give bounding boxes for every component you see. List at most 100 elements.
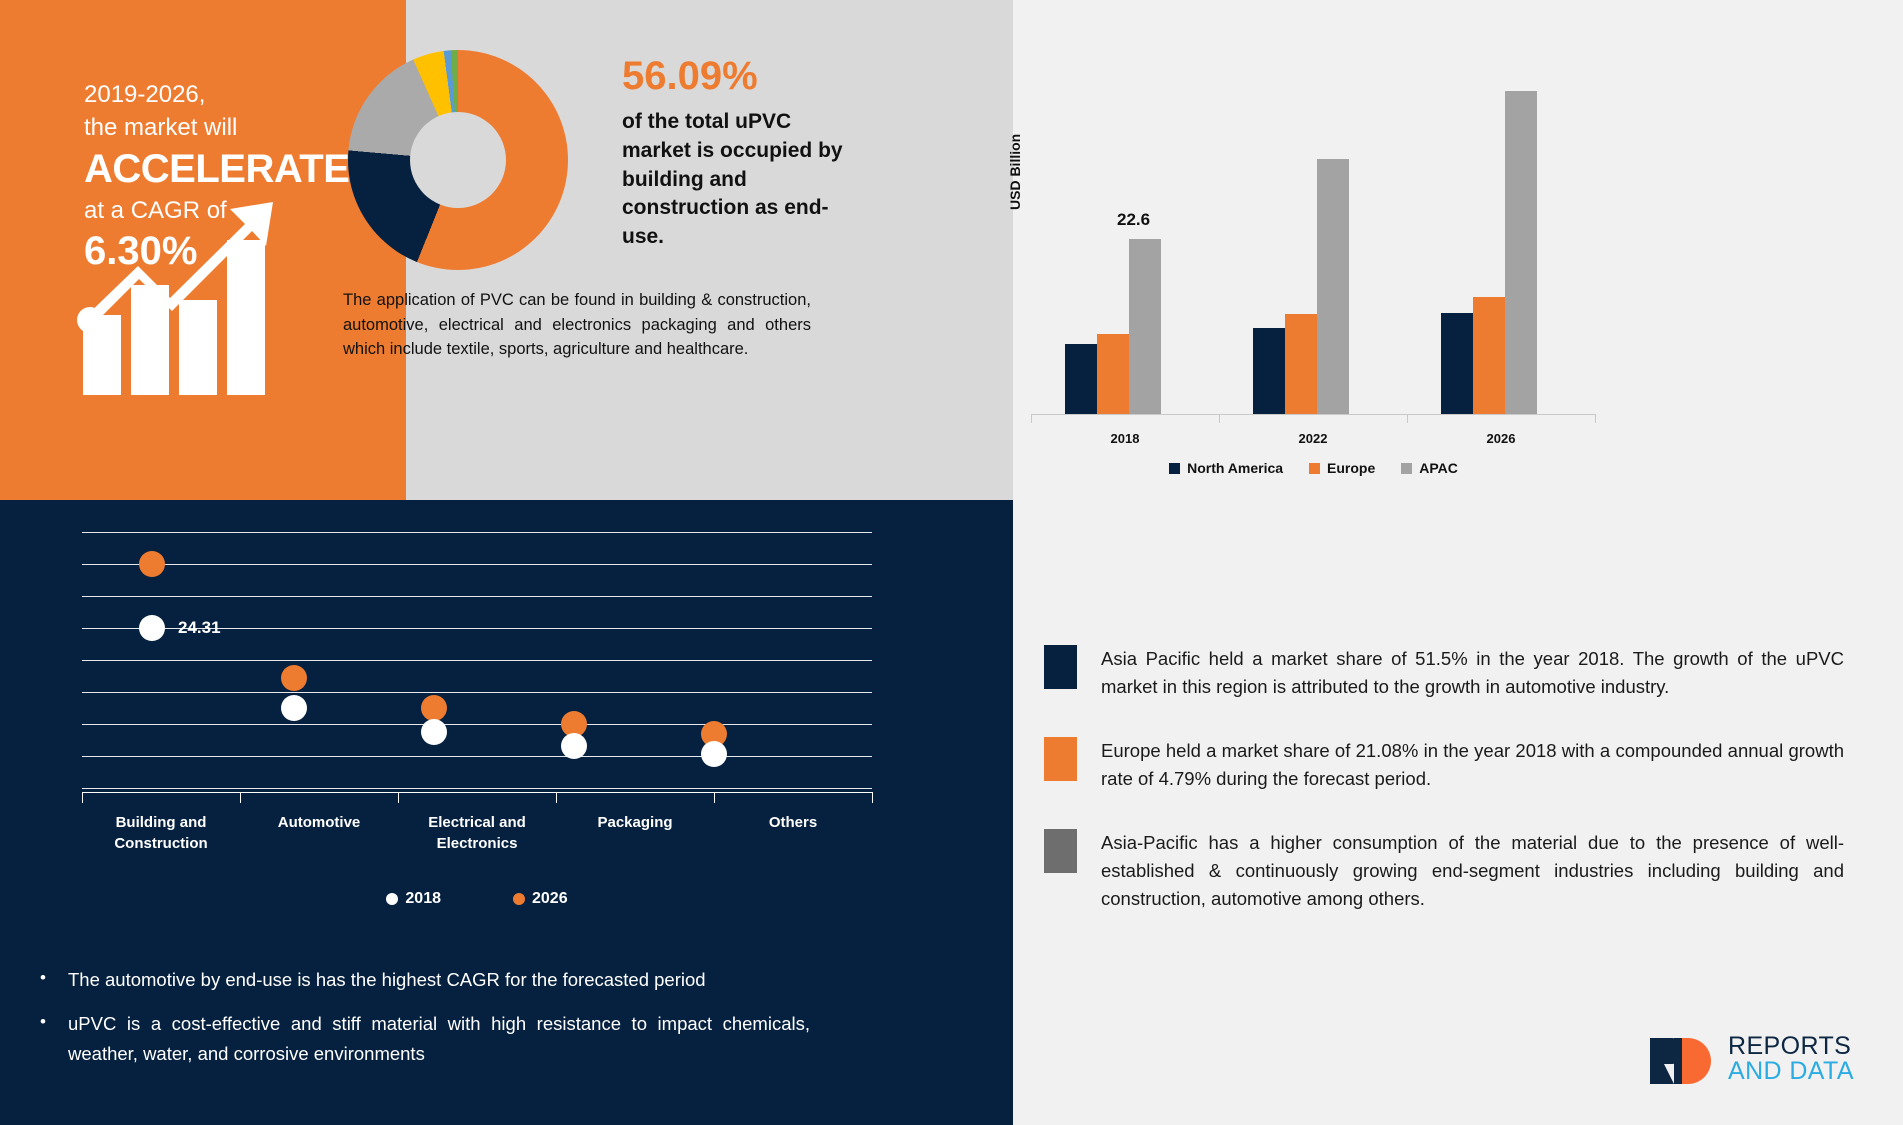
dot-legend-item-2026: 2026 [513,890,568,908]
dot-plot-gridline [82,724,872,725]
bar-group-2022 [1253,59,1349,414]
x-axis-tick [1031,414,1032,423]
dot-plot-gridline [82,564,872,565]
dot-plot-x-tick [556,792,557,803]
cagr-value: 6.30% [84,229,198,273]
bar-north-america-2022 [1253,328,1285,414]
right-panel [1013,0,1903,1125]
bar-apac-2022 [1317,159,1349,414]
note-text-europe-share: Europe held a market share of 21.08% in … [1101,740,1844,789]
dot-plot-x-tick [240,792,241,803]
dot-plot-x-tick [714,792,715,803]
bar-apac-2018 [1129,239,1161,414]
regional-bar-chart: USD Billion 22.6 [1007,59,1653,480]
note-asia-pacific-share: Asia Pacific held a market share of 51.5… [1044,645,1844,701]
bar-group-2018 [1065,59,1161,414]
dot-plot-gridline [82,532,872,533]
legend-label-north-america: North America [1187,460,1284,476]
key-takeaways-list: • The automotive by end-use is has the h… [40,965,810,1083]
growth-arrow-bar-icon [77,202,273,395]
bar-north-america-2026 [1441,313,1473,414]
bar-data-label-apac-2018: 22.6 [1117,210,1151,229]
dot-legend-swatch-2018 [386,893,399,905]
end-use-dot-plot: 24.31 [82,532,872,792]
x-axis-tick [1595,414,1596,423]
dot-2018-automotive [281,695,307,721]
legend-item-north-america: North America [1169,460,1283,476]
legend-swatch-europe [1309,462,1321,474]
cagr-text-block: 2019-2026, the market will ACCELERATE at… [84,78,350,275]
dot-plot-category-electrical-and-electronics: Electrical and Electronics [428,814,526,852]
cagr-panel: 2019-2026, the market will ACCELERATE at… [0,0,406,500]
bar-europe-2026 [1473,297,1505,414]
list-item: • The automotive by end-use is has the h… [40,965,810,995]
rd-monogram-icon [1650,1038,1711,1084]
x-axis-label-2018: 2018 [1110,431,1140,446]
note-color-square-navy [1044,645,1077,689]
note-asia-pacific-consumption: Asia-Pacific has a higher consumption of… [1044,829,1844,913]
dot-plot-x-tick [82,792,83,803]
bar-europe-2022 [1285,314,1317,414]
cagr-subtitle: the market will [84,114,238,141]
dot-plot-category-automotive: Automotive [277,814,361,831]
share-percent: 56.09% [622,54,758,98]
dot-legend-label-2026: 2026 [532,890,568,907]
dot-plot-category-labels: Building and Construction Automotive Ele… [82,812,872,854]
bar-chart-plot-area: 22.6 2018 2022 2026 [1031,59,1596,446]
bar-apac-2026 [1505,91,1537,414]
share-callout: 56.09% of the total uPVC market is occup… [622,50,862,252]
dot-plot-category-packaging: Packaging [597,814,673,831]
dot-2026-automotive [281,665,307,691]
bar-group-2026 [1441,59,1537,414]
dot-plot-category-others: Others [768,814,818,831]
reports-and-data-logo: REPORTS AND DATA [1648,1034,1878,1094]
dot-plot-gridline [82,596,872,597]
bullet-dot-icon: • [40,1012,46,1031]
legend-label-apac: APAC [1419,460,1458,476]
note-text-asia-pacific-consumption: Asia-Pacific has a higher consumption of… [1101,832,1844,909]
x-axis-tick [1407,414,1408,423]
dot-plot-x-tick [398,792,399,803]
dot-plot-gridline [82,628,872,629]
legend-swatch-north-america [1169,462,1181,474]
accelerate-word: ACCELERATE [84,147,350,191]
logo-line-and-data: AND DATA [1728,1057,1854,1085]
cagr-prefix: at a CAGR of [84,197,227,224]
bar-europe-2018 [1097,334,1129,414]
dot-2018-others [701,741,727,767]
bullet-dot-icon: • [40,968,46,987]
dot-plot-gridline [82,756,872,757]
note-color-square-gray [1044,829,1077,873]
note-text-asia-pacific-share: Asia Pacific held a market share of 51.5… [1101,648,1844,697]
dot-plot-gridline [82,692,872,693]
dot-legend-swatch-2026 [513,893,525,905]
dot-2018-electrical-and-electronics [421,719,447,745]
bar-chart-y-axis-label: USD Billion [1007,133,1023,210]
cagr-period: 2019-2026, [84,81,206,108]
application-paragraph: The application of PVC can be found in b… [343,291,811,358]
x-axis-label-2026: 2026 [1486,431,1516,446]
bullet-text-upvc-properties: uPVC is a cost-effective and stiff mater… [68,1013,810,1064]
bar-chart-legend: North America Europe APAC [1031,460,1596,476]
x-axis-label-2022: 2022 [1298,431,1328,446]
end-use-panel [0,500,1013,1125]
dot-2026-packaging [561,711,587,737]
dot-2026-building-and-construction [139,551,165,577]
dot-plot-gridline [82,660,872,661]
legend-label-europe: Europe [1327,460,1376,476]
dot-plot-x-axis [82,792,872,793]
bar-north-america-2018 [1065,344,1097,414]
dot-plot-x-tick [872,792,873,803]
dot-data-label-building-2018: 24.31 [178,618,221,637]
end-use-donut-chart [348,50,568,270]
dot-plot-gridline [82,788,872,789]
regional-notes-list: Asia Pacific held a market share of 51.5… [1044,645,1844,913]
bullet-text-automotive-cagr: The automotive by end-use is has the hig… [68,969,706,990]
dot-plot-legend: 2018 2026 [82,890,872,908]
legend-swatch-apac [1401,462,1413,474]
dot-legend-item-2018: 2018 [386,890,441,908]
list-item: • uPVC is a cost-effective and stiff mat… [40,1009,810,1069]
note-europe-share: Europe held a market share of 21.08% in … [1044,737,1844,793]
dot-2018-packaging [561,733,587,759]
logo-wordmark: REPORTS AND DATA [1728,1034,1854,1084]
